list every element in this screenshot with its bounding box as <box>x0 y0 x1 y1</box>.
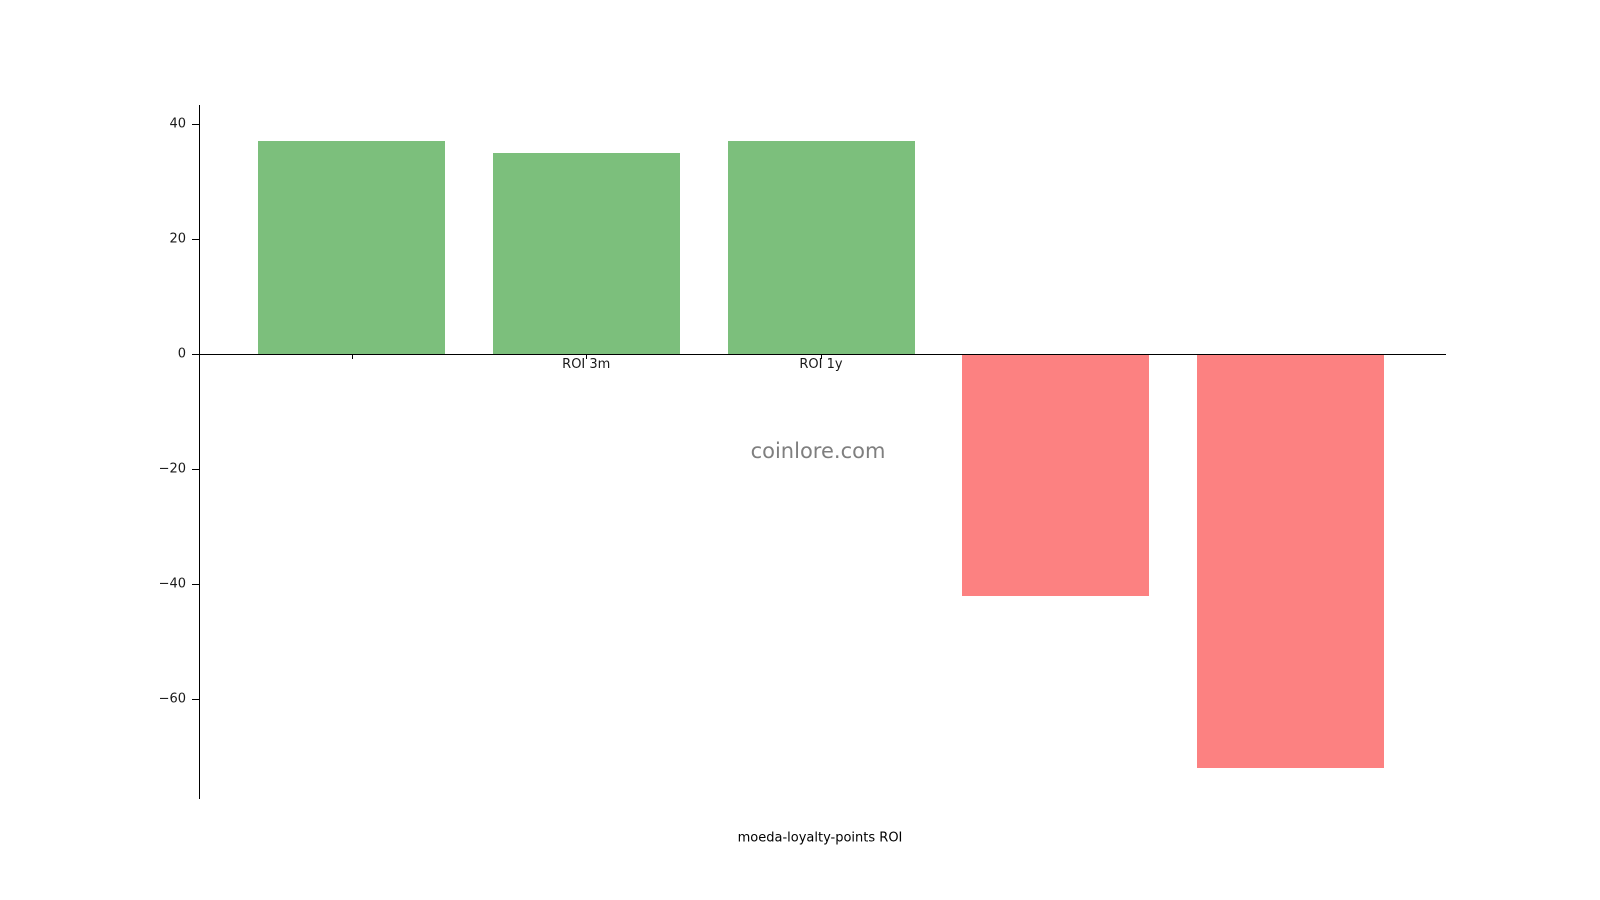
y-tick-label: 40 <box>169 116 186 132</box>
bar-roi-3m <box>492 152 680 354</box>
x-tick <box>586 354 588 359</box>
y-tick <box>192 354 199 355</box>
y-tick <box>192 124 199 125</box>
bar-4 <box>1197 354 1384 768</box>
y-tick <box>192 469 199 470</box>
x-tick-label: ROI 3m <box>562 357 611 372</box>
x-axis-line <box>199 354 1446 355</box>
x-tick-label: ROI 1y <box>799 357 843 372</box>
y-axis-spine <box>199 105 200 799</box>
x-tick <box>351 354 353 359</box>
x-tick <box>821 354 822 359</box>
bar-3 <box>962 354 1150 596</box>
y-tick-label: −20 <box>158 461 186 477</box>
y-tick-label: 20 <box>169 231 186 247</box>
bar-0 <box>258 141 445 354</box>
chart-title: moeda-loyalty-points ROI <box>737 830 903 846</box>
y-tick <box>192 584 199 585</box>
coinlore-watermark: coinlore.com <box>750 439 886 463</box>
y-tick <box>192 239 199 240</box>
y-tick-label: −40 <box>158 576 186 592</box>
y-tick-label: 0 <box>177 346 186 362</box>
bar-roi-1y <box>727 141 915 354</box>
y-tick-label: −60 <box>158 691 186 707</box>
y-tick <box>192 699 199 700</box>
